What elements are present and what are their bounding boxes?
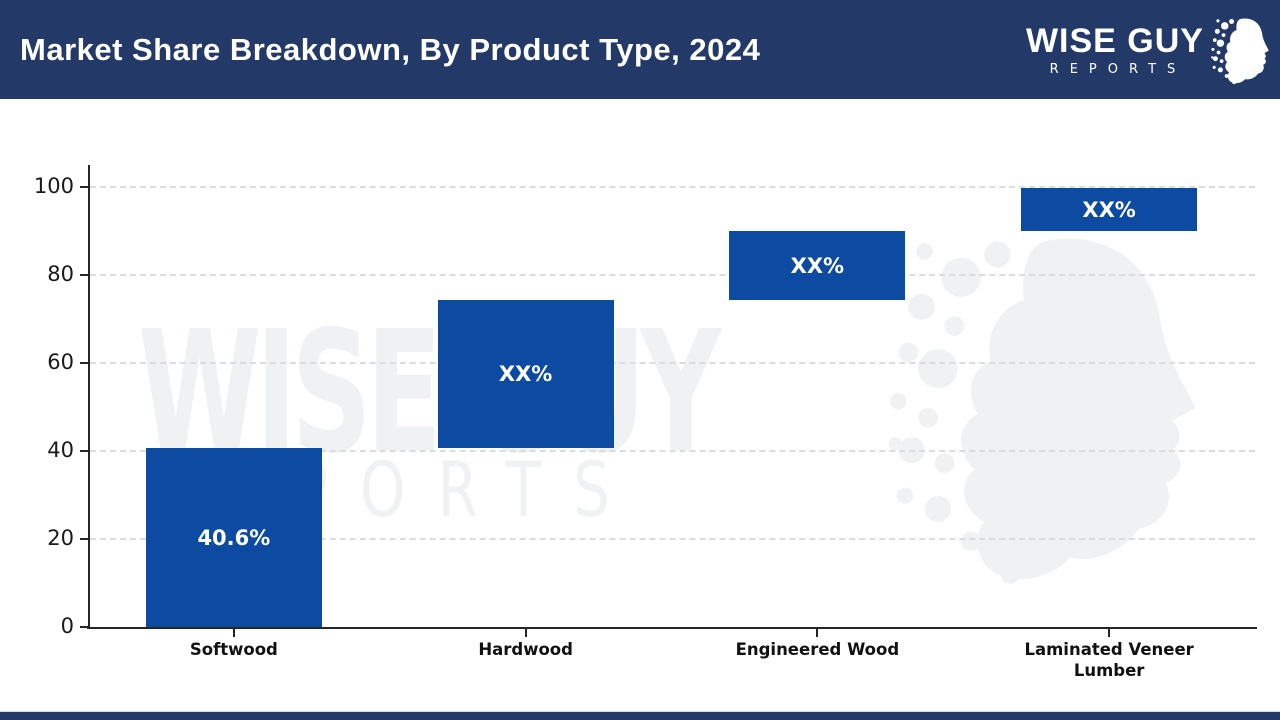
y-tick-80: [80, 274, 88, 276]
footer-divider: [0, 711, 1280, 712]
y-axis-spine: [88, 165, 90, 629]
bar-engineered-wood: XX%: [729, 231, 906, 300]
y-tick-40: [80, 450, 88, 452]
logo: WISE GUY REPORTS: [1026, 7, 1270, 93]
y-tick-label-100: 100: [33, 174, 74, 198]
bar-laminated-veneer-lumber: XX%: [1021, 187, 1198, 232]
y-tick-label-40: 40: [47, 438, 74, 462]
y-tick-0: [80, 626, 88, 628]
x-tick-laminated-veneer-lumber: [1108, 629, 1111, 637]
footer-bar: [0, 712, 1280, 720]
bar-value-label-hardwood: XX%: [498, 361, 553, 386]
logo-subtitle: REPORTS: [1049, 62, 1187, 77]
y-tick-100: [80, 186, 88, 188]
y-tick-label-60: 60: [47, 350, 74, 374]
x-category-label-engineered-wood: Engineered Wood: [735, 640, 900, 659]
chart-title: Market Share Breakdown, By Product Type,…: [20, 31, 761, 67]
header-bar: Market Share Breakdown, By Product Type,…: [0, 0, 1280, 99]
y-tick-label-80: 80: [47, 262, 74, 286]
bar-value-label-laminated-veneer-lumber: XX%: [1082, 197, 1136, 222]
y-tick-label-20: 20: [47, 526, 74, 550]
y-tick-20: [80, 538, 88, 540]
bar-value-label-engineered-wood: XX%: [790, 253, 845, 278]
x-category-label-hardwood: Hardwood: [478, 640, 573, 659]
bar-value-label-softwood: 40.6%: [197, 525, 271, 550]
x-category-label-softwood: Softwood: [189, 640, 278, 659]
gridline-20: [90, 538, 1255, 540]
gridline-60: [90, 362, 1255, 364]
x-category-label-laminated-veneer-lumber: Laminated Veneer Lumber: [1024, 640, 1194, 680]
bar-hardwood: XX%: [437, 299, 614, 449]
gridline-40: [90, 450, 1255, 452]
x-tick-hardwood: [524, 629, 527, 637]
gridline-100: [90, 186, 1255, 188]
y-tick-label-0: 0: [60, 614, 74, 638]
x-axis-spine: [87, 627, 1257, 629]
logo-wordmark: WISE GUY: [1025, 22, 1204, 60]
logo-text: WISE GUY REPORTS: [1026, 23, 1204, 77]
bar-softwood: 40.6%: [145, 448, 322, 627]
gridline-80: [90, 274, 1255, 276]
x-tick-softwood: [232, 629, 235, 637]
y-tick-60: [80, 362, 88, 364]
x-tick-engineered-wood: [816, 629, 819, 637]
